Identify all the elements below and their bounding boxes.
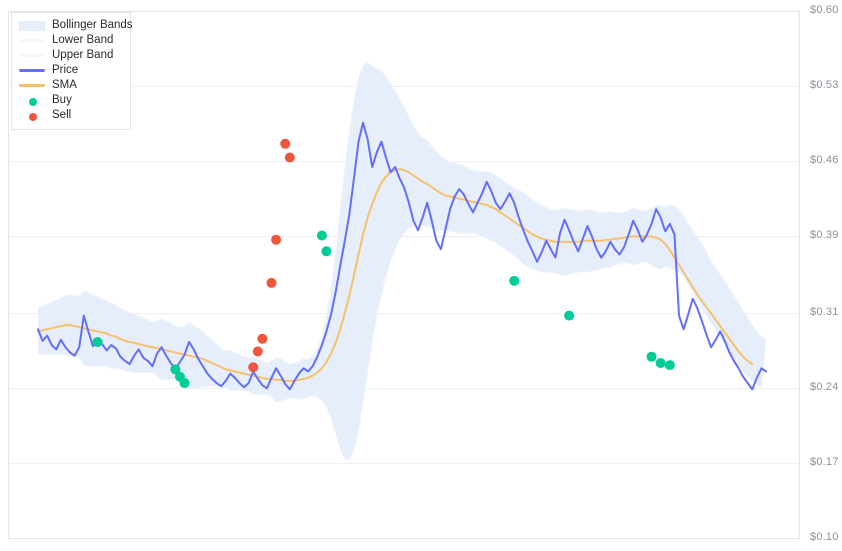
buy-markers[interactable] (92, 230, 675, 389)
sell-signal-marker[interactable] (248, 362, 259, 373)
legend-item-sell[interactable]: Sell (18, 108, 124, 123)
buy-signal-marker[interactable] (509, 275, 520, 286)
legend-item-label: Buy (52, 94, 72, 106)
legend-swatch-line (18, 49, 46, 63)
buy-signal-marker[interactable] (321, 246, 332, 257)
y-axis-tick: $0.60 (810, 4, 839, 16)
y-axis-tick: $0.17 (810, 456, 839, 468)
sell-signal-marker[interactable] (266, 277, 277, 288)
legend-item-label: Upper Band (52, 49, 114, 61)
y-axis-tick: $0.46 (810, 154, 839, 166)
y-axis-tick: $0.31 (810, 306, 839, 318)
sell-signal-marker[interactable] (252, 346, 263, 357)
legend-item-label: SMA (52, 79, 77, 91)
y-axis-tick: $0.24 (810, 381, 839, 393)
legend-item-bollinger-bands[interactable]: Bollinger Bands (18, 18, 133, 33)
legend-item-upper-band[interactable]: Upper Band (18, 48, 124, 63)
legend-swatch-line (18, 34, 46, 48)
legend-item-lower-band[interactable]: Lower Band (18, 33, 124, 48)
sell-signal-marker[interactable] (257, 333, 268, 344)
buy-signal-marker[interactable] (170, 364, 181, 375)
legend-swatch-line (18, 64, 46, 78)
legend-item-buy[interactable]: Buy (18, 93, 124, 108)
sell-markers[interactable] (248, 138, 295, 373)
chart-legend[interactable]: Bollinger Bands Lower Band Upper Band Price… (11, 12, 133, 130)
legend-item-label: Price (52, 64, 79, 76)
price-line (37, 121, 767, 391)
sell-signal-marker[interactable] (284, 152, 295, 163)
buy-signal-marker[interactable] (564, 310, 575, 321)
lower-band-line (38, 223, 762, 461)
legend-item-price[interactable]: Price (18, 63, 124, 78)
legend-swatch-marker (18, 94, 46, 108)
legend-item-label: Sell (52, 109, 72, 121)
upper-band-line (37, 62, 767, 365)
buy-signal-marker[interactable] (316, 230, 327, 241)
buy-signal-marker[interactable] (179, 378, 190, 389)
buy-signal-marker[interactable] (655, 358, 666, 369)
buy-signal-marker[interactable] (664, 360, 675, 371)
legend-item-sma[interactable]: SMA (18, 78, 124, 93)
y-axis-tick: $0.10 (810, 531, 839, 543)
legend-swatch-marker (18, 109, 46, 123)
sell-signal-marker[interactable] (271, 234, 282, 245)
plot-border (8, 11, 800, 539)
buy-signal-marker[interactable] (92, 336, 103, 347)
y-axis-tick: $0.39 (810, 229, 839, 241)
sma-line (37, 168, 754, 382)
legend-swatch-line (18, 79, 46, 93)
buy-signal-marker[interactable] (646, 351, 657, 362)
legend-item-label: Lower Band (52, 34, 114, 46)
y-axis-tick: $0.53 (810, 79, 839, 91)
bollinger-band-area (38, 62, 766, 461)
legend-item-label: Bollinger Bands (52, 19, 133, 31)
sell-signal-marker[interactable] (280, 138, 291, 149)
legend-swatch-band (18, 19, 46, 33)
